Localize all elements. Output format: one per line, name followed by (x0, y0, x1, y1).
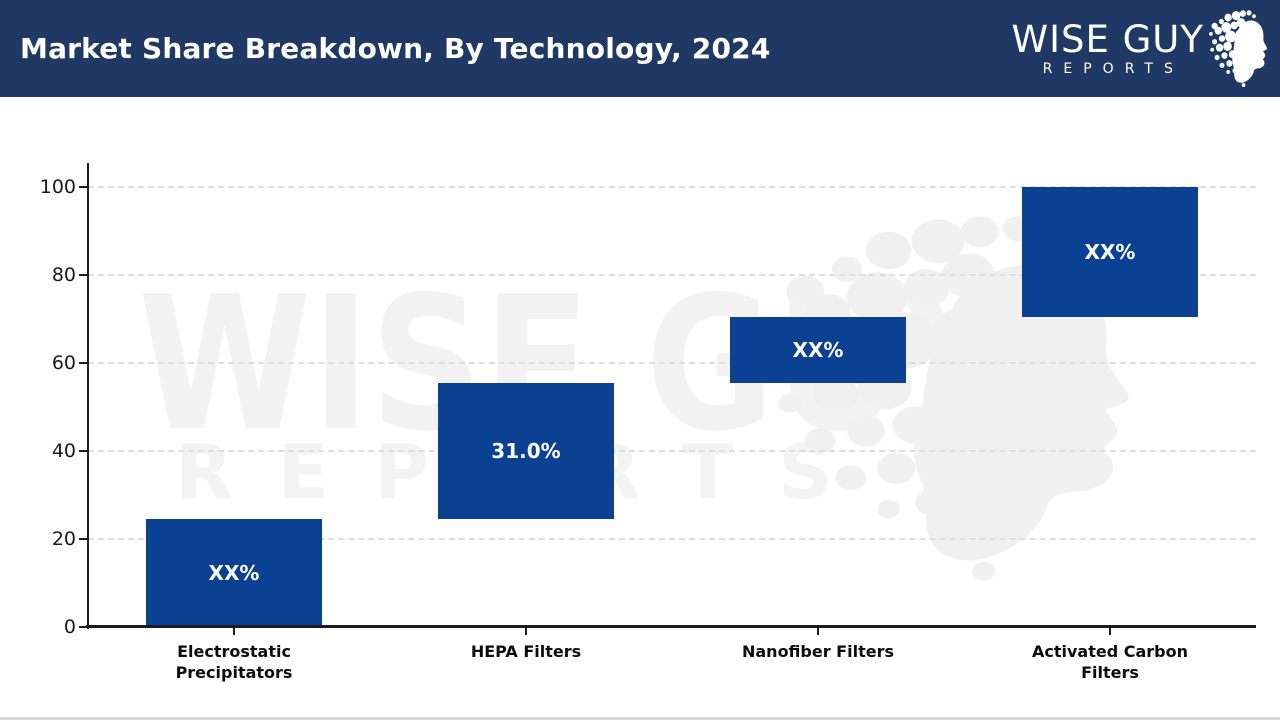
x-tick-mark (1109, 628, 1111, 635)
bar-value-label: 31.0% (491, 438, 561, 463)
y-tick-mark (79, 362, 87, 364)
x-axis-label: Activated Carbon Filters (1031, 642, 1188, 682)
bar-value-label: XX% (1084, 239, 1136, 264)
bar: XX% (730, 316, 906, 383)
y-tick-mark (79, 450, 87, 452)
logo: WISE GUY REPORTS (1012, 9, 1280, 89)
logo-text: WISE GUY REPORTS (1011, 18, 1204, 78)
bottom-border (0, 717, 1280, 720)
y-tick-label: 0 (63, 616, 76, 638)
x-axis-label: HEPA Filters (470, 642, 582, 661)
gridline (88, 362, 1256, 364)
bar: XX% (1022, 187, 1198, 317)
x-tick-mark (233, 628, 235, 635)
x-axis-line (86, 625, 1256, 628)
gridline (88, 450, 1256, 452)
header: Market Share Breakdown, By Technology, 2… (0, 0, 1280, 97)
page-title: Market Share Breakdown, By Technology, 2… (20, 32, 771, 65)
bar-value-label: XX% (208, 561, 260, 586)
y-tick-mark (79, 538, 87, 540)
logo-reports-text: REPORTS (1042, 61, 1184, 77)
y-tick-label: 80 (51, 264, 76, 286)
y-tick-mark (79, 626, 87, 628)
gridline (88, 538, 1256, 540)
y-tick-mark (79, 186, 87, 188)
x-axis-label: Nanofiber Filters (741, 642, 894, 661)
y-tick-label: 100 (39, 176, 76, 198)
logo-dot-face-icon (1209, 9, 1268, 87)
y-tick-label: 60 (51, 352, 76, 374)
bar-value-label: XX% (792, 337, 844, 362)
x-tick-mark (525, 628, 527, 635)
logo-wordmark: WISE GUY (1011, 18, 1204, 61)
gridline (88, 186, 1256, 188)
y-tick-mark (79, 274, 87, 276)
y-axis-line (87, 163, 89, 629)
gridline (88, 274, 1256, 276)
bar: XX% (146, 519, 322, 627)
y-tick-label: 20 (51, 528, 76, 550)
x-axis-label: Electrostatic Precipitators (175, 642, 293, 682)
y-tick-label: 40 (51, 440, 76, 462)
bar: 31.0% (438, 382, 614, 520)
x-tick-mark (817, 628, 819, 635)
